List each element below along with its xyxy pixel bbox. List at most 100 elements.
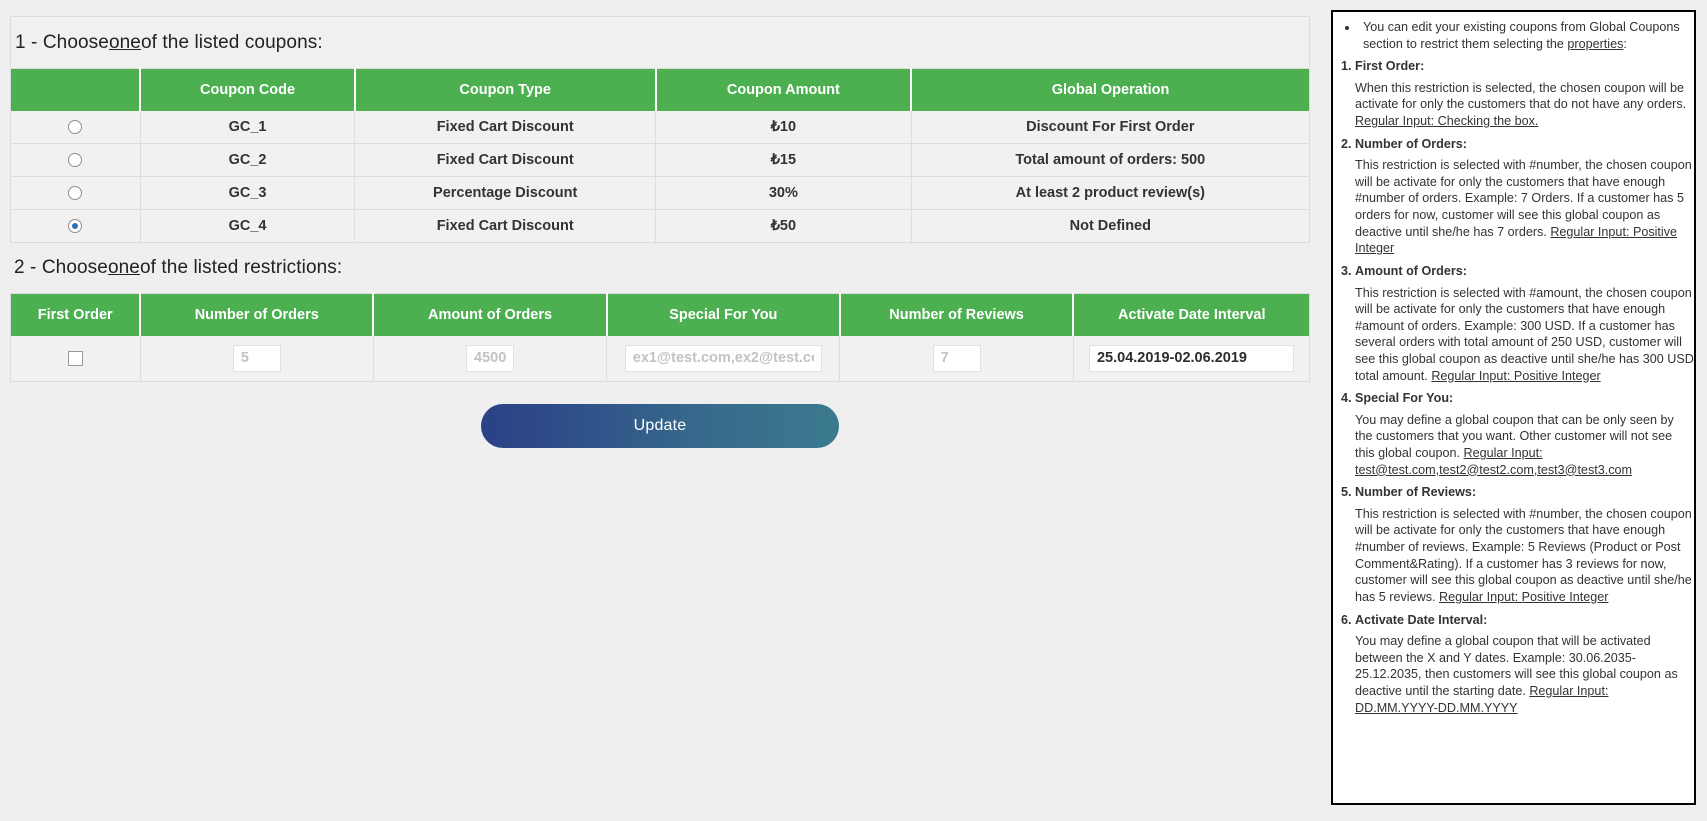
coupons-header-amount: Coupon Amount	[655, 68, 913, 111]
help-item-regular-input[interactable]: Regular Input: DD.MM.YYYY-DD.MM.YYYY	[1355, 683, 1609, 715]
list-item: Number of Orders: This restriction is se…	[1355, 136, 1694, 257]
help-item-body: This restriction is selected with #amoun…	[1355, 285, 1694, 385]
help-item-body: You may define a global coupon that can …	[1355, 412, 1694, 478]
activate-date-interval-cell	[1073, 335, 1310, 382]
coupon-global-operation: At least 2 product review(s)	[911, 176, 1310, 210]
list-item: Amount of Orders: This restriction is se…	[1355, 263, 1694, 384]
update-button-row: Update	[10, 382, 1310, 448]
first-order-cell	[10, 335, 141, 382]
number-of-reviews-cell	[839, 335, 1074, 382]
coupon-type: Fixed Cart Discount	[354, 110, 657, 144]
special-for-you-cell	[606, 335, 841, 382]
coupons-table-header-row: Coupon Code Coupon Type Coupon Amount Gl…	[10, 68, 1310, 111]
coupon-radio-gc3[interactable]	[68, 186, 83, 201]
step-2-heading: 2 - Choose one of the listed restriction…	[10, 243, 1310, 293]
coupon-type: Fixed Cart Discount	[354, 143, 657, 177]
help-item-regular-input[interactable]: Regular Input: Positive Integer	[1355, 224, 1678, 256]
help-intro-item: You can edit your existing coupons from …	[1359, 19, 1694, 52]
restrictions-header-amount-of-orders: Amount of Orders	[373, 293, 608, 336]
help-item-title: Number of Orders:	[1355, 136, 1467, 151]
coupon-type: Fixed Cart Discount	[354, 209, 657, 243]
coupon-select-cell	[10, 143, 141, 177]
coupon-select-cell	[10, 209, 141, 243]
help-item-title: Activate Date Interval:	[1355, 612, 1488, 627]
table-row	[10, 335, 1310, 382]
list-item: Number of Reviews: This restriction is s…	[1355, 484, 1694, 605]
update-button[interactable]: Update	[481, 404, 839, 448]
restrictions-header-number-of-reviews: Number of Reviews	[839, 293, 1075, 336]
table-row: GC_1 Fixed Cart Discount ₺10 Discount Fo…	[10, 110, 1310, 144]
list-item: Activate Date Interval: You may define a…	[1355, 612, 1694, 717]
help-item-body-text: You may define a global coupon that can …	[1355, 412, 1674, 461]
help-item-regular-input[interactable]: Regular Input: Checking the box.	[1355, 114, 1539, 129]
coupon-radio-gc2[interactable]	[68, 153, 83, 168]
help-item-title: Number of Reviews:	[1355, 485, 1477, 500]
step-1-heading-suffix: of the listed coupons:	[140, 31, 323, 53]
help-item-body: You may define a global coupon that will…	[1355, 633, 1694, 716]
coupon-code: GC_4	[140, 209, 356, 243]
coupon-global-operation: Discount For First Order	[911, 110, 1310, 144]
step-2-heading-suffix: of the listed restrictions:	[139, 257, 343, 278]
help-item-body-text: You may define a global coupon that will…	[1355, 634, 1678, 698]
help-item-body-text: This restriction is selected with #amoun…	[1355, 285, 1694, 383]
help-item-body: When this restriction is selected, the c…	[1355, 80, 1694, 130]
coupons-header-global-operation: Global Operation	[911, 68, 1310, 111]
step-1-heading-emphasis: one	[108, 31, 141, 53]
coupon-amount: ₺10	[655, 110, 912, 144]
coupon-amount: ₺50	[655, 209, 912, 243]
restrictions-header-first-order: First Order	[10, 293, 142, 336]
coupon-restriction-form: 1 - Choose one of the listed coupons: Co…	[10, 16, 1310, 448]
help-intro-pre: You can edit your existing coupons from …	[1363, 20, 1680, 51]
help-panel: You can edit your existing coupons from …	[1331, 10, 1696, 805]
coupon-global-operation: Total amount of orders: 500	[911, 143, 1310, 177]
help-item-body: This restriction is selected with #numbe…	[1355, 506, 1694, 606]
help-item-body-text: This restriction is selected with #numbe…	[1355, 506, 1692, 604]
list-item: Special For You: You may define a global…	[1355, 390, 1694, 478]
coupon-type: Percentage Discount	[354, 176, 657, 210]
help-item-regular-input[interactable]: Regular Input: test@test.com,test2@test2…	[1355, 446, 1633, 477]
restrictions-table: First Order Number of Orders Amount of O…	[10, 293, 1310, 382]
step-1-heading-prefix: 1 - Choose	[15, 31, 109, 53]
table-row: GC_3 Percentage Discount 30% At least 2 …	[10, 176, 1310, 210]
help-intro-link[interactable]: properties	[1567, 36, 1624, 51]
amount-of-orders-cell	[373, 335, 608, 382]
step-2-heading-emphasis: one	[107, 257, 140, 278]
table-row: GC_2 Fixed Cart Discount ₺15 Total amoun…	[10, 143, 1310, 177]
list-item: First Order: When this restriction is se…	[1355, 58, 1694, 129]
restrictions-header-activate-date-interval: Activate Date Interval	[1073, 293, 1310, 336]
restrictions-table-header-row: First Order Number of Orders Amount of O…	[10, 293, 1310, 336]
coupon-code: GC_2	[140, 143, 356, 177]
coupons-table: Coupon Code Coupon Type Coupon Amount Gl…	[10, 68, 1310, 243]
coupon-select-cell	[10, 110, 141, 144]
activate-date-interval-input[interactable]	[1088, 344, 1294, 372]
coupon-radio-gc4[interactable]	[68, 219, 83, 234]
help-intro-text: You can edit your existing coupons from …	[1363, 19, 1694, 52]
help-item-body-text: This restriction is selected with #numbe…	[1355, 158, 1692, 239]
step-2-heading-prefix: 2 - Choose	[14, 257, 108, 278]
restrictions-header-special-for-you: Special For You	[606, 293, 841, 336]
help-intro-list: You can edit your existing coupons from …	[1333, 19, 1694, 52]
help-intro-post: :	[1623, 36, 1627, 51]
first-order-checkbox[interactable]	[67, 350, 83, 366]
help-item-body: This restriction is selected with #numbe…	[1355, 157, 1694, 257]
table-row: GC_4 Fixed Cart Discount ₺50 Not Defined	[10, 209, 1310, 243]
coupon-amount: ₺15	[655, 143, 912, 177]
coupon-code: GC_1	[140, 110, 356, 144]
number-of-orders-cell	[140, 335, 374, 382]
coupons-header-code: Coupon Code	[140, 68, 356, 111]
coupons-header-type: Coupon Type	[354, 68, 657, 111]
help-item-title: First Order:	[1355, 59, 1425, 74]
coupon-code: GC_3	[140, 176, 356, 210]
number-of-orders-input[interactable]	[232, 344, 281, 372]
coupon-amount: 30%	[655, 176, 912, 210]
number-of-reviews-input[interactable]	[932, 344, 981, 372]
help-item-title: Amount of Orders:	[1355, 263, 1467, 278]
coupons-header-select	[10, 68, 142, 111]
help-item-regular-input[interactable]: Regular Input: Positive Integer	[1439, 589, 1609, 604]
help-items-list: First Order: When this restriction is se…	[1333, 58, 1694, 716]
coupon-global-operation: Not Defined	[911, 209, 1310, 243]
amount-of-orders-input[interactable]	[466, 344, 515, 372]
special-for-you-input[interactable]	[624, 344, 822, 372]
help-item-regular-input[interactable]: Regular Input: Positive Integer	[1431, 368, 1601, 383]
coupon-radio-gc1[interactable]	[68, 119, 83, 134]
